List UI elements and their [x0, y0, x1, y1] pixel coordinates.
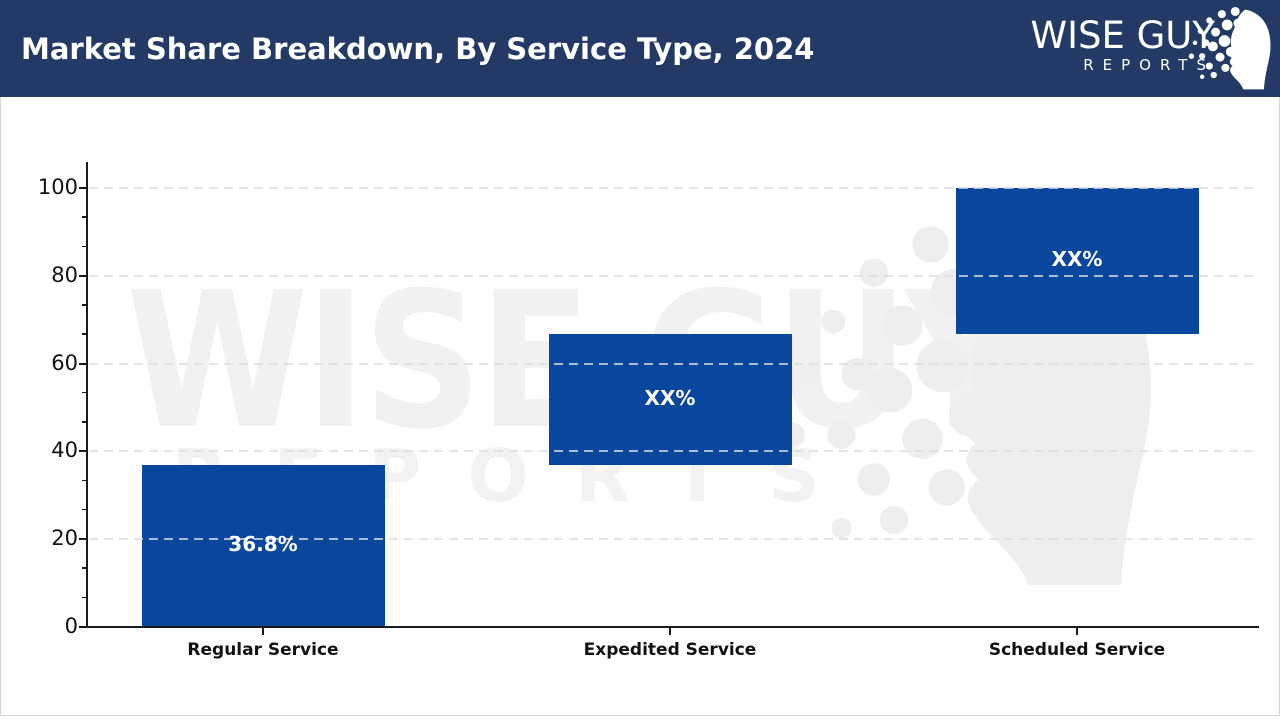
y-minor-tick-mark: [82, 567, 87, 569]
logo-wordmark: WISE GUY: [1030, 14, 1215, 57]
bar: [955, 188, 1199, 334]
y-tick-label: 40: [51, 438, 78, 463]
y-minor-tick-mark: [82, 304, 87, 306]
y-minor-tick-mark: [82, 479, 87, 482]
y-tick-label: 80: [51, 262, 78, 287]
x-tick-label: Regular Service: [187, 640, 339, 660]
logo-reports-text: REPORTS: [1083, 56, 1215, 74]
y-minor-tick-mark: [82, 596, 87, 599]
page-title: Market Share Breakdown, By Service Type,…: [21, 32, 815, 66]
y-minor-tick-mark: [82, 333, 87, 335]
bar: [141, 465, 385, 627]
logo-face-icon: [1188, 7, 1271, 90]
gridline: [89, 362, 1256, 365]
header-bar: Market Share Breakdown, By Service Type,…: [0, 0, 1280, 97]
y-tick-mark: [79, 187, 87, 189]
y-tick-mark: [79, 626, 87, 628]
brand-logo: WISE GUY REPORTS: [1030, 14, 1215, 75]
y-tick-label: 60: [51, 350, 78, 375]
bar-value-label: XX%: [1051, 246, 1103, 271]
gridline: [89, 538, 1256, 541]
gridline: [89, 187, 1256, 189]
gridline: [89, 274, 1256, 277]
bar-value-label: XX%: [644, 385, 696, 410]
y-minor-tick-mark: [82, 508, 87, 511]
y-tick-label: 100: [37, 175, 78, 199]
y-tick-mark: [79, 538, 87, 541]
x-tick-label: Scheduled Service: [988, 640, 1166, 660]
x-tick-mark: [669, 628, 671, 635]
y-axis-line: [86, 162, 88, 628]
y-minor-tick-mark: [82, 245, 87, 248]
y-tick-label: 20: [51, 526, 78, 551]
gridline: [89, 450, 1256, 453]
y-tick-label: 0: [64, 614, 78, 638]
y-tick-mark: [79, 274, 87, 277]
x-tick-label: Expedited Service: [583, 640, 757, 660]
x-tick-mark: [1076, 628, 1078, 635]
x-tick-mark: [262, 628, 264, 635]
y-minor-tick-mark: [82, 391, 87, 394]
y-tick-mark: [79, 362, 87, 365]
y-minor-tick-mark: [82, 421, 87, 423]
bar: [548, 333, 792, 466]
bar-value-label: 36.8%: [228, 532, 298, 557]
y-tick-mark: [79, 450, 87, 453]
y-minor-tick-mark: [82, 216, 87, 218]
x-axis-line: [86, 626, 1259, 628]
